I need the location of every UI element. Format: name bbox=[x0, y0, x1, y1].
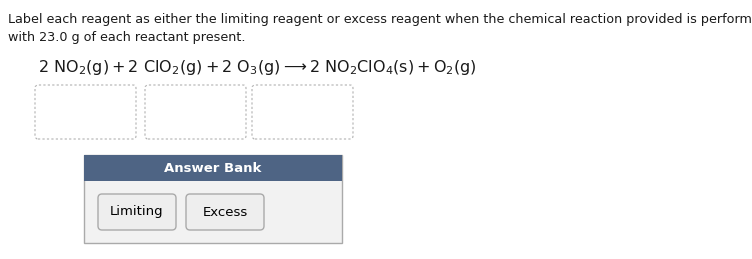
Text: $2\ \mathrm{NO_2(g) + 2\ ClO_2(g) + 2\ O_3(g) \longrightarrow 2\ NO_2ClO_4(s) + : $2\ \mathrm{NO_2(g) + 2\ ClO_2(g) + 2\ O… bbox=[38, 58, 477, 77]
FancyBboxPatch shape bbox=[252, 85, 353, 139]
FancyBboxPatch shape bbox=[145, 85, 246, 139]
FancyBboxPatch shape bbox=[84, 155, 342, 181]
Text: Label each reagent as either the limiting reagent or excess reagent when the che: Label each reagent as either the limitin… bbox=[8, 13, 752, 26]
Text: Limiting: Limiting bbox=[111, 205, 164, 219]
FancyBboxPatch shape bbox=[98, 194, 176, 230]
FancyBboxPatch shape bbox=[186, 194, 264, 230]
Text: Answer Bank: Answer Bank bbox=[165, 162, 262, 175]
FancyBboxPatch shape bbox=[35, 85, 136, 139]
FancyBboxPatch shape bbox=[84, 155, 342, 243]
Text: with 23.0 g of each reactant present.: with 23.0 g of each reactant present. bbox=[8, 31, 245, 44]
Text: Excess: Excess bbox=[202, 205, 247, 219]
